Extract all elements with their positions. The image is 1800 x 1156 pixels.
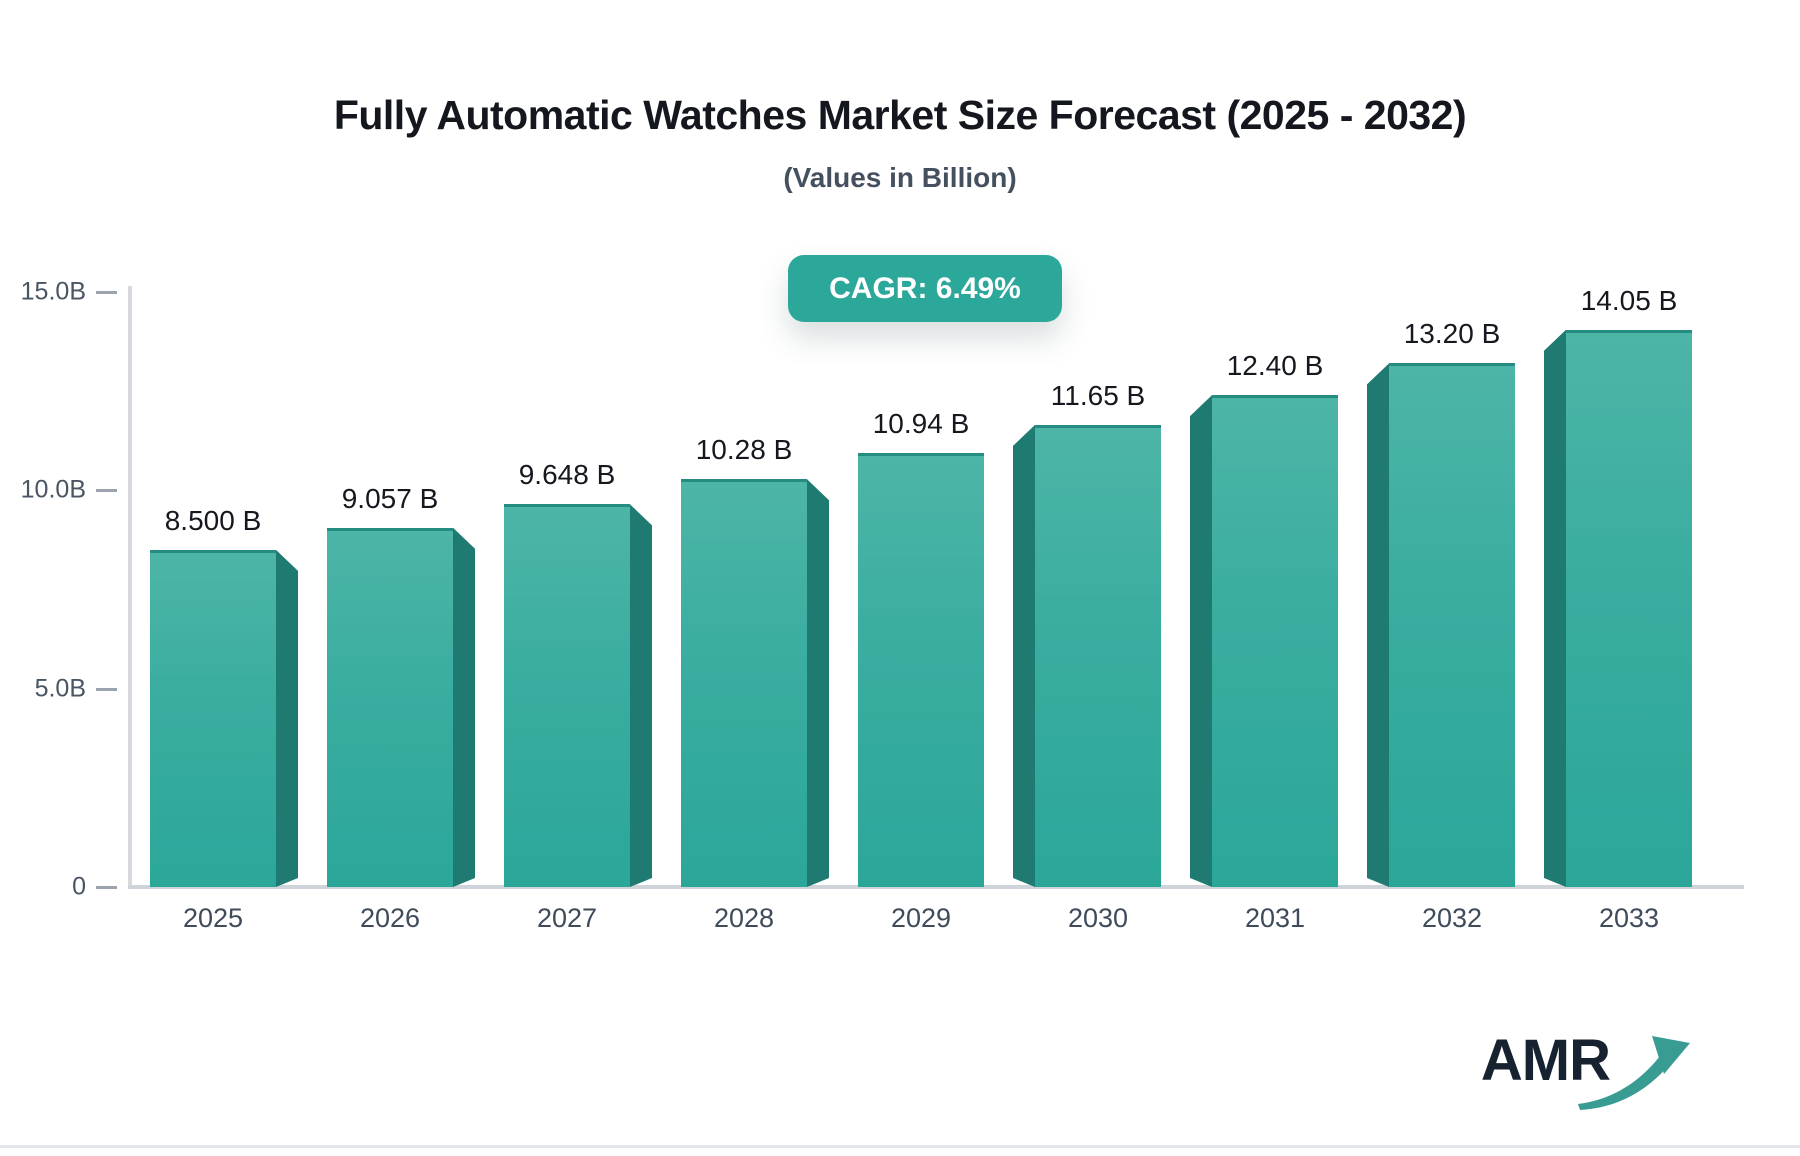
bar-value-label-2026: 9.057 B [341, 482, 439, 514]
bar-2030 [1035, 424, 1161, 887]
bar-2025 [150, 549, 276, 887]
chart-subtitle: (Values in Billion) [783, 162, 1017, 193]
bar-side-2030 [1013, 425, 1035, 887]
x-axis-label-2025: 2025 [182, 903, 244, 933]
bar-2032 [1389, 363, 1515, 887]
y-tick-dash-0 [96, 886, 117, 889]
bar-value-label-2033: 14.05 B [1580, 284, 1678, 316]
bar-value-label-2028: 10.28 B [695, 434, 793, 466]
bar-value-label-2027: 9.648 B [518, 459, 616, 491]
y-tick-label-10.0B: 10.0B [20, 475, 86, 504]
cagr-badge-label: CAGR: 6.49% [829, 271, 1021, 305]
x-axis-label-2028: 2028 [713, 903, 775, 933]
bar-value-label-2032: 13.20 B [1403, 318, 1501, 350]
bar-side-2032 [1367, 363, 1389, 887]
y-tick-label-15.0B: 15.0B [20, 277, 86, 306]
amr-logo-text: AMR [1480, 1028, 1611, 1093]
x-axis-label-2032: 2032 [1421, 903, 1483, 933]
bar-group-2032: 13.20 B [1389, 318, 1515, 887]
amr-logo: AMR [1481, 1032, 1696, 1112]
bar-group-2033: 14.05 B [1566, 285, 1692, 887]
bottom-divider [0, 1145, 1800, 1148]
bar-group-2028: 10.28 B [681, 434, 807, 887]
bar-side-2031 [1190, 395, 1212, 887]
bar-side-2027 [630, 504, 652, 887]
bar-value-label-2031: 12.40 B [1226, 350, 1324, 382]
y-tick-dash-10.0B [96, 489, 117, 493]
y-axis-line [128, 286, 132, 889]
bar-side-2028 [807, 479, 829, 887]
cagr-badge: CAGR: 6.49% [788, 255, 1062, 322]
y-tick-label-0: 0 [72, 872, 86, 901]
bar-2033 [1566, 329, 1692, 887]
x-axis-label-2026: 2026 [359, 903, 421, 933]
y-tick-dash-15.0B [96, 291, 117, 294]
bar-2028 [681, 479, 807, 887]
y-tick-dash-5.0B [96, 687, 117, 691]
chart-title: Fully Automatic Watches Market Size Fore… [333, 92, 1467, 138]
bar-group-2027: 9.648 B [504, 459, 630, 887]
bar-2031 [1212, 395, 1338, 887]
x-axis-label-2029: 2029 [890, 903, 952, 933]
bar-value-label-2029: 10.94 B [872, 408, 970, 439]
bar-2029 [858, 453, 984, 887]
bars-area: 8.500 B 9.057 B 9.648 B 10.28 B 10.94 B 11.65… [131, 285, 1742, 887]
growth-arrow-icon [1578, 1036, 1690, 1110]
x-axis-label-2033: 2033 [1598, 903, 1660, 933]
bar-group-2030: 11.65 B [1035, 380, 1161, 887]
bar-group-2025: 8.500 B [150, 505, 276, 887]
bar-2027 [504, 504, 630, 887]
x-axis-label-2030: 2030 [1067, 903, 1129, 933]
bar-side-2033 [1544, 330, 1566, 887]
bar-group-2026: 9.057 B [327, 483, 453, 887]
x-axis-label-2031: 2031 [1244, 903, 1306, 933]
bar-2026 [327, 527, 453, 887]
x-axis-label-2027: 2027 [536, 903, 598, 933]
y-tick-label-5.0B: 5.0B [34, 674, 86, 703]
bar-group-2029: 10.94 B [858, 408, 984, 887]
bar-side-2025 [276, 550, 298, 887]
x-axis-baseline [128, 885, 1744, 889]
bar-side-2026 [453, 528, 475, 887]
bar-value-label-2030: 11.65 B [1050, 379, 1146, 411]
bar-group-2031: 12.40 B [1212, 350, 1338, 887]
bar-value-label-2025: 8.500 B [164, 504, 262, 536]
